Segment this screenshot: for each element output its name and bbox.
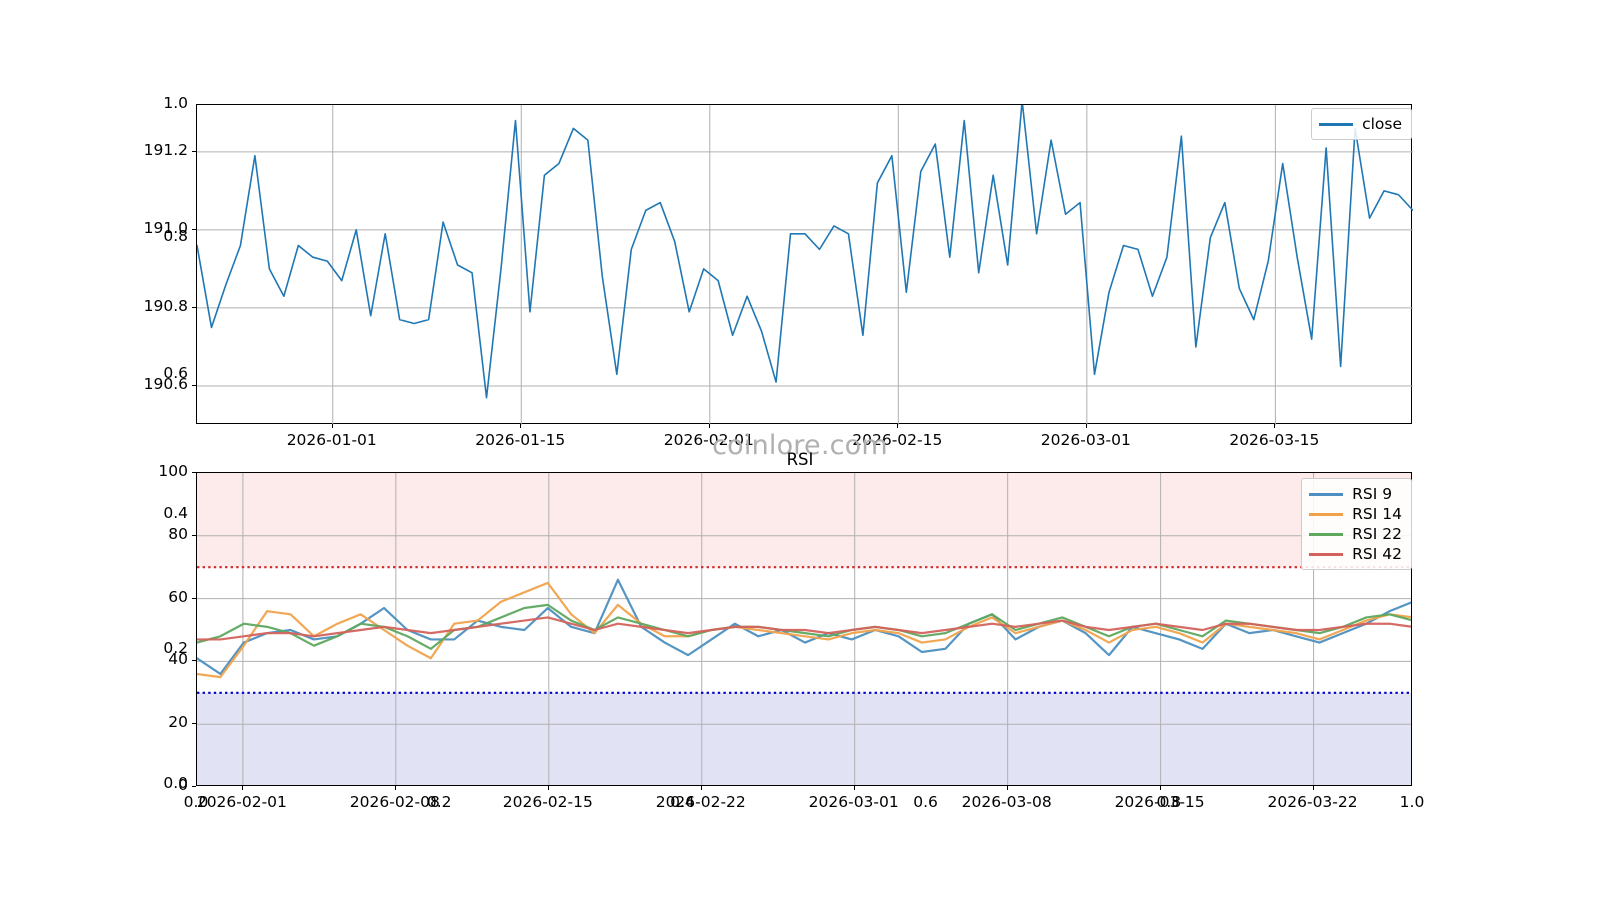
price-y-tick-mark (192, 228, 196, 230)
rsi-x-tick-mark (394, 786, 396, 790)
price-x-tick-label: 2026-03-15 (1229, 431, 1320, 449)
legend-line-swatch (1309, 492, 1344, 496)
rsi-y-tick-label: 80 (168, 524, 188, 543)
rsi-line-rsi-22 (197, 603, 1411, 650)
legend-entry: RSI 9 (1309, 484, 1402, 504)
price-x-tick-mark (897, 424, 899, 428)
price-plot-area (197, 105, 1413, 425)
legend-label: RSI 14 (1352, 505, 1402, 523)
rsi-chart-panel (196, 472, 1412, 786)
legend-entry: RSI 14 (1309, 504, 1402, 524)
rsi-y-tick-mark (192, 660, 196, 662)
rsi-y-tick-overlay-label: 0.0 (163, 774, 188, 793)
rsi-y-tick-mark (192, 472, 196, 474)
price-y-tick-label: 190.6 (143, 374, 188, 393)
rsi-line-rsi-14 (197, 581, 1411, 679)
rsi-y-tick-label: 40 (168, 650, 188, 669)
price-x-tick-mark (520, 424, 522, 428)
price-x-tick-mark (331, 424, 333, 428)
rsi-x-tick-mark (853, 786, 855, 790)
legend-line-swatch (1319, 122, 1354, 126)
rsi-x-tick-label: 2026-03-08 (961, 793, 1052, 811)
price-x-tick-label: 2026-02-15 (852, 431, 943, 449)
price-x-tick-label: 2026-01-15 (475, 431, 566, 449)
legend-label: RSI 22 (1352, 525, 1402, 543)
overbought-zone (197, 473, 1411, 568)
rsi-y-tick-label: 100 (158, 462, 188, 480)
rsi-x-tick-overlay-label: 0.2 (426, 793, 452, 811)
legend-line-swatch (1309, 532, 1344, 536)
rsi-x-tick-mark (1312, 786, 1314, 790)
rsi-line-rsi-9 (197, 578, 1411, 676)
price-x-tick-label: 2026-03-01 (1040, 431, 1131, 449)
price-y-tick-mark (192, 384, 196, 387)
price-x-tick-mark (708, 424, 710, 428)
rsi-x-tick-mark (547, 786, 549, 790)
legend-entry: RSI 42 (1309, 544, 1402, 564)
rsi-y-tick-label: 60 (168, 587, 188, 606)
rsi-y-tick-overlay-label: 0.4 (163, 504, 188, 523)
rsi-plot-area (197, 473, 1411, 785)
rsi-x-tick-overlay-label: 0.0 (183, 793, 209, 811)
rsi-y-tick-label: 20 (168, 713, 188, 732)
rsi-x-tick-mark (1159, 786, 1161, 790)
rsi-x-tick-label: 2026-02-01 (196, 793, 287, 811)
rsi-legend: RSI 9 RSI 14 RSI 22 RSI 42 (1301, 478, 1412, 570)
rsi-x-tick-overlay-label: 1.0 (1399, 793, 1425, 811)
price-x-tick-mark (1085, 424, 1087, 428)
legend-entry: close (1319, 114, 1402, 134)
legend-label: close (1362, 115, 1402, 133)
oversold-zone (197, 692, 1411, 785)
rsi-x-tick-label: 2026-02-08 (349, 793, 440, 811)
price-y-tick-overlay-label: 0.8 (163, 226, 188, 245)
rsi-y-tick-overlay-label: 0.2 (163, 639, 188, 658)
rsi-x-tick-label: 2026-03-15 (1114, 793, 1205, 811)
price-y-tick-label: 191.0 (143, 218, 188, 237)
price-y-tick-mark (192, 150, 196, 152)
legend-label: RSI 42 (1352, 545, 1402, 563)
legend-line-swatch (1309, 512, 1344, 516)
price-x-tick-mark (1274, 424, 1276, 428)
rsi-x-tick-overlay-label: 0.8 (1156, 793, 1182, 811)
legend-line-swatch (1309, 552, 1344, 556)
legend-entry: RSI 22 (1309, 524, 1402, 544)
rsi-x-tick-label: 2026-02-15 (502, 793, 593, 811)
rsi-y-tick-mark (192, 597, 196, 599)
rsi-y-tick-mark (192, 723, 196, 725)
price-y-tick-overlay-label: 0.6 (163, 364, 188, 383)
price-legend: close (1311, 108, 1412, 140)
rsi-y-tick-mark (192, 534, 196, 536)
rsi-x-tick-label: 2026-03-01 (808, 793, 899, 811)
rsi-chart-title: RSI (786, 450, 814, 469)
rsi-x-tick-label: 2026-02-22 (655, 793, 746, 811)
rsi-x-tick-overlay-label: 0.4 (670, 793, 695, 811)
price-x-tick-label: 2026-02-01 (663, 431, 754, 449)
price-x-tick-label: 2026-01-01 (286, 431, 377, 449)
price-chart-panel (196, 104, 1413, 425)
price-line-close (197, 105, 1413, 399)
rsi-x-tick-overlay-label: 0.6 (913, 793, 938, 811)
price-y-tick-label: 190.8 (143, 296, 188, 315)
price-y-tick-label: 191.2 (143, 140, 188, 159)
price-y-tick-mark (192, 306, 196, 309)
legend-label: RSI 9 (1352, 485, 1393, 503)
rsi-x-tick-mark (700, 786, 702, 790)
rsi-x-tick-mark (241, 786, 243, 790)
rsi-x-tick-mark (1006, 786, 1008, 790)
rsi-x-tick-label: 2026-03-22 (1267, 793, 1358, 811)
rsi-line-rsi-42 (197, 616, 1411, 641)
rsi-y-tick-label: 0 (178, 776, 188, 794)
rsi-y-tick-mark (192, 786, 196, 788)
price-y-tick-overlay-label: 1.0 (163, 94, 188, 112)
